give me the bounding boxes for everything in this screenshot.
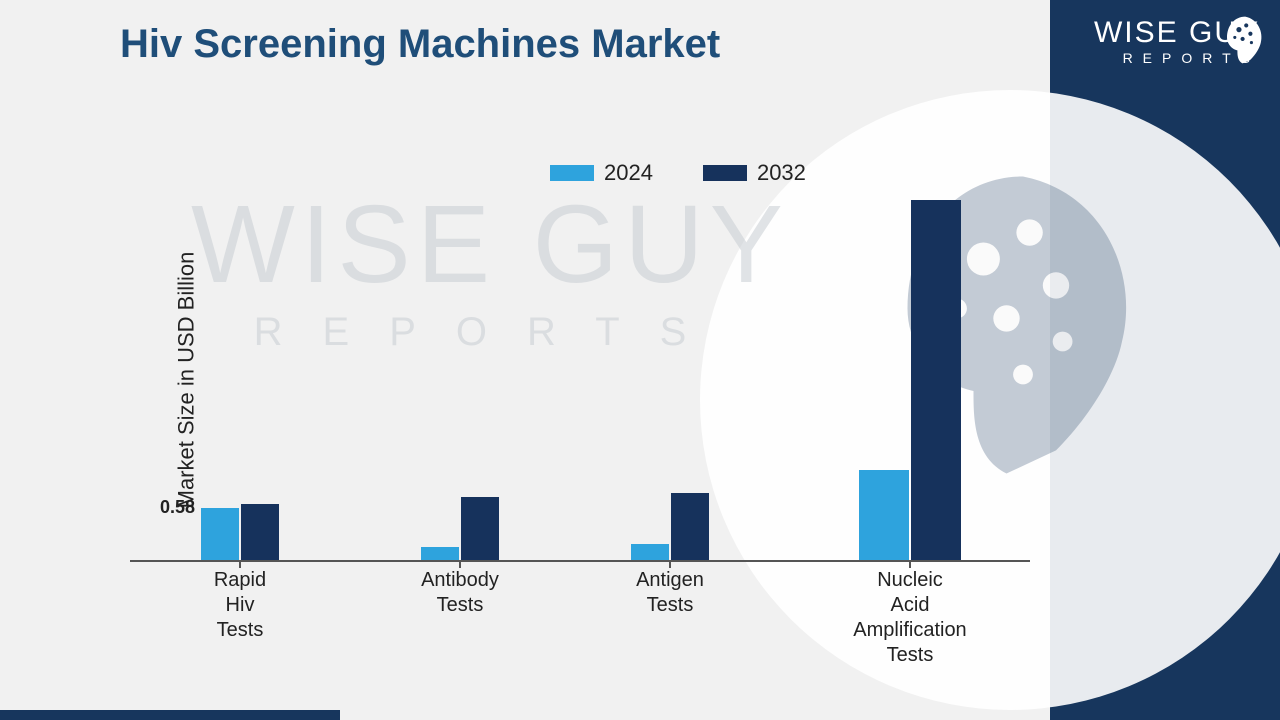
bars-antigen xyxy=(631,493,709,561)
bar-2032-rapid xyxy=(241,504,279,560)
chart-canvas: Hiv Screening Machines Market WISE GUY R… xyxy=(0,0,1280,720)
legend-item-2032: 2032 xyxy=(703,160,806,186)
bar-2024-antibody xyxy=(421,547,459,561)
plot-area: Rapid Hiv Tests0.58Antibody TestsAntigen… xyxy=(130,200,1030,562)
bar-2032-antibody xyxy=(461,497,499,560)
brand-logo: WISE GUY REPORTS xyxy=(1094,18,1260,66)
chart-title: Hiv Screening Machines Market xyxy=(120,22,720,67)
category-label-antibody: Antibody Tests xyxy=(421,568,499,618)
category-label-naat: Nucleic Acid Amplification Tests xyxy=(853,568,966,668)
bar-2032-naat xyxy=(911,200,961,560)
legend-item-2024: 2024 xyxy=(550,160,653,186)
x-tick-rapid xyxy=(239,560,241,568)
x-tick-naat xyxy=(909,560,911,568)
x-tick-antibody xyxy=(459,560,461,568)
bottom-accent-bar xyxy=(0,710,340,720)
legend-swatch-2024 xyxy=(550,165,594,181)
logo-head-icon xyxy=(1214,14,1266,66)
legend-swatch-2032 xyxy=(703,165,747,181)
bar-2024-rapid xyxy=(201,508,239,560)
bars-naat xyxy=(859,200,961,560)
legend-label-2032: 2032 xyxy=(757,160,806,186)
legend: 2024 2032 xyxy=(550,160,806,186)
bar-2032-antigen xyxy=(671,493,709,561)
bars-antibody xyxy=(421,497,499,560)
bar-2024-antigen xyxy=(631,544,669,560)
legend-label-2024: 2024 xyxy=(604,160,653,186)
category-label-rapid: Rapid Hiv Tests xyxy=(214,568,266,643)
x-tick-antigen xyxy=(669,560,671,568)
bar-2024-naat xyxy=(859,470,909,560)
category-label-antigen: Antigen Tests xyxy=(636,568,704,618)
bars-rapid xyxy=(201,504,279,560)
value-label-2024-rapid: 0.58 xyxy=(160,497,195,518)
